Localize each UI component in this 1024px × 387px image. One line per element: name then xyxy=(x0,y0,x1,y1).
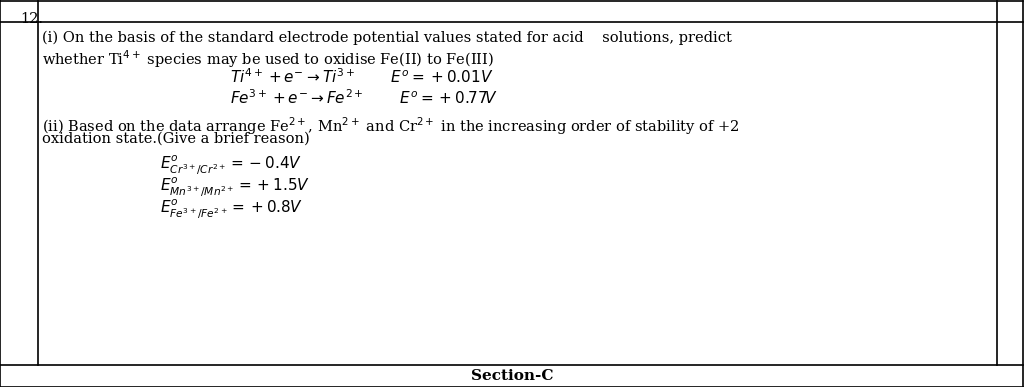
Text: $E^{o}_{Mn^{3+}/Mn^{2+}}=+1.5V$: $E^{o}_{Mn^{3+}/Mn^{2+}}=+1.5V$ xyxy=(160,175,310,199)
Text: Section-C: Section-C xyxy=(471,369,553,383)
Text: whether Ti$^{4+}$ species may be used to oxidise Fe(II) to Fe(III): whether Ti$^{4+}$ species may be used to… xyxy=(42,48,494,70)
Text: (ii) Based on the data arrange Fe$^{2+}$, Mn$^{2+}$ and Cr$^{2+}$ in the increas: (ii) Based on the data arrange Fe$^{2+}$… xyxy=(42,115,739,137)
Text: $Ti^{4+}+e^{-}\rightarrow Ti^{3+}$       $E^{o}=+0.01V$: $Ti^{4+}+e^{-}\rightarrow Ti^{3+}$ $E^{o… xyxy=(230,67,494,86)
Text: $E^{o}_{Fe^{3+}/Fe^{2+}}=+0.8V$: $E^{o}_{Fe^{3+}/Fe^{2+}}=+0.8V$ xyxy=(160,197,303,221)
Text: 12.: 12. xyxy=(20,12,43,26)
Text: $Fe^{3+}+e^{-}\rightarrow Fe^{2+}$       $E^{o}=+0.77V$: $Fe^{3+}+e^{-}\rightarrow Fe^{2+}$ $E^{o… xyxy=(230,88,498,107)
Text: $E^{o}_{Cr^{3+}/Cr^{2+}}=-0.4V$: $E^{o}_{Cr^{3+}/Cr^{2+}}=-0.4V$ xyxy=(160,153,302,177)
Text: oxidation state.(Give a brief reason): oxidation state.(Give a brief reason) xyxy=(42,132,309,146)
Text: (i) On the basis of the standard electrode potential values stated for acid    s: (i) On the basis of the standard electro… xyxy=(42,31,732,45)
